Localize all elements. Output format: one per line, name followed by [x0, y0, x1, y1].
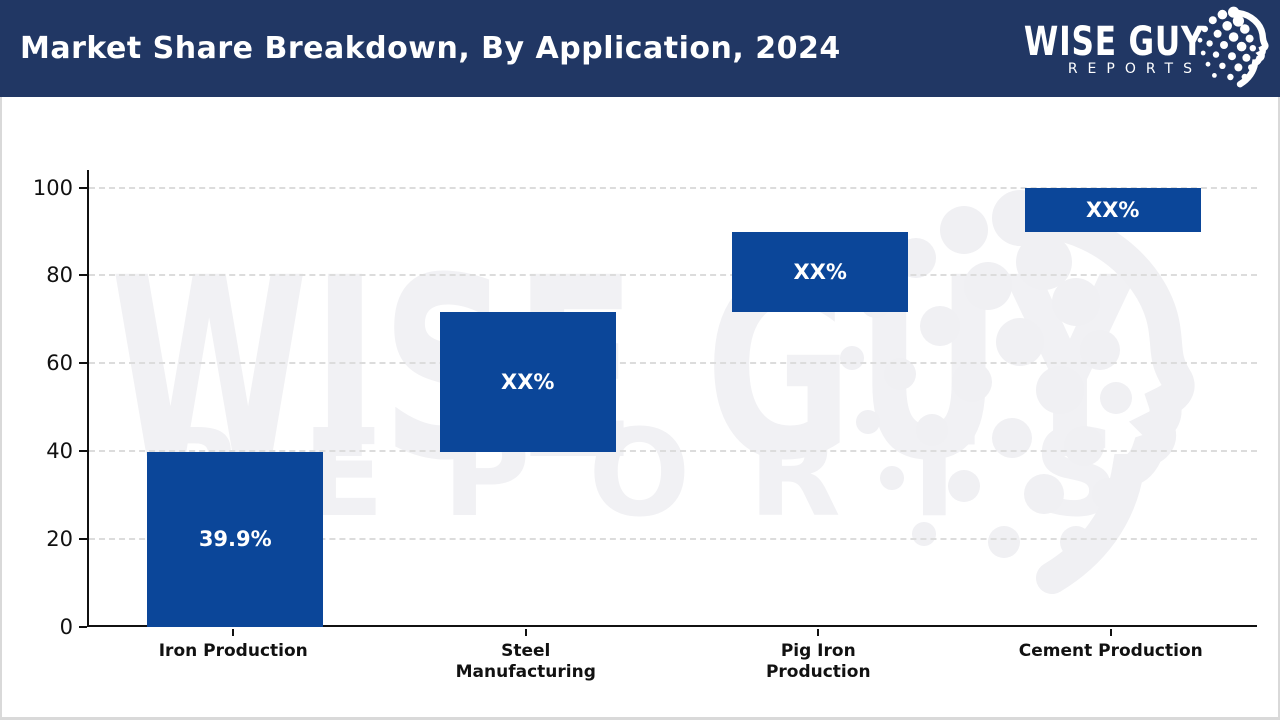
- y-axis-tick-label-0: 0: [59, 615, 73, 639]
- logo-wordmark: WISE GUY: [1023, 19, 1204, 65]
- plot-area: 39.9% XX% XX% XX%: [87, 170, 1257, 627]
- logo-subtext: REPORTS: [1067, 61, 1202, 77]
- x-axis-category-label: Pig Iron Production: [765, 641, 871, 683]
- chart-canvas: WISE GUY REPORTS 39.9% XX% XX% XX% 0 20 40 60 8…: [0, 97, 1280, 720]
- gridline-80: [89, 274, 1257, 277]
- header-bar: Market Share Breakdown, By Application, …: [0, 0, 1280, 97]
- gridline-20: [89, 538, 1257, 541]
- y-axis-tick-mark: [79, 362, 87, 365]
- y-axis-tick-label-60: 60: [46, 351, 73, 376]
- y-axis-tick-mark: [79, 626, 87, 628]
- y-axis-tick-mark: [79, 538, 87, 541]
- y-axis-tick-label-20: 20: [46, 527, 73, 552]
- bar-value-label: 39.9%: [198, 527, 272, 552]
- x-axis-category-label: Cement Production: [1018, 641, 1203, 661]
- brand-logo: WISE GUY REPORTS: [973, 4, 1274, 94]
- bar-value-label: XX%: [1086, 197, 1140, 222]
- logo-head-icon: [1197, 6, 1269, 88]
- y-axis-tick-label-100: 100: [32, 175, 73, 200]
- y-axis-tick-label-40: 40: [46, 439, 73, 464]
- page-title: Market Share Breakdown, By Application, …: [20, 31, 841, 66]
- y-axis-tick-mark: [79, 186, 87, 189]
- x-axis-category-label: Iron Production: [158, 641, 308, 661]
- bar-segment: 39.9%: [147, 451, 324, 627]
- y-axis-tick-mark: [79, 450, 87, 453]
- gridline-100: [89, 186, 1257, 189]
- y-axis-tick-mark: [79, 274, 87, 277]
- gridline-60: [89, 362, 1257, 365]
- gridline-40: [89, 450, 1257, 453]
- brand-logo-text: WISE GUY REPORTS: [973, 21, 1204, 77]
- x-axis-tick-mark: [1109, 629, 1112, 636]
- x-axis-tick-mark: [817, 629, 820, 636]
- x-axis-tick-mark: [524, 629, 527, 636]
- x-axis-tick-mark: [232, 629, 235, 636]
- y-axis-tick-label-80: 80: [46, 263, 73, 288]
- bar-segment: XX%: [439, 312, 616, 452]
- bar-segment: XX%: [732, 231, 909, 313]
- bar-segment: XX%: [1024, 187, 1201, 232]
- bar-value-label: XX%: [501, 370, 555, 394]
- x-axis-category-label: Steel Manufacturing: [455, 641, 596, 683]
- bar-value-label: XX%: [793, 259, 847, 284]
